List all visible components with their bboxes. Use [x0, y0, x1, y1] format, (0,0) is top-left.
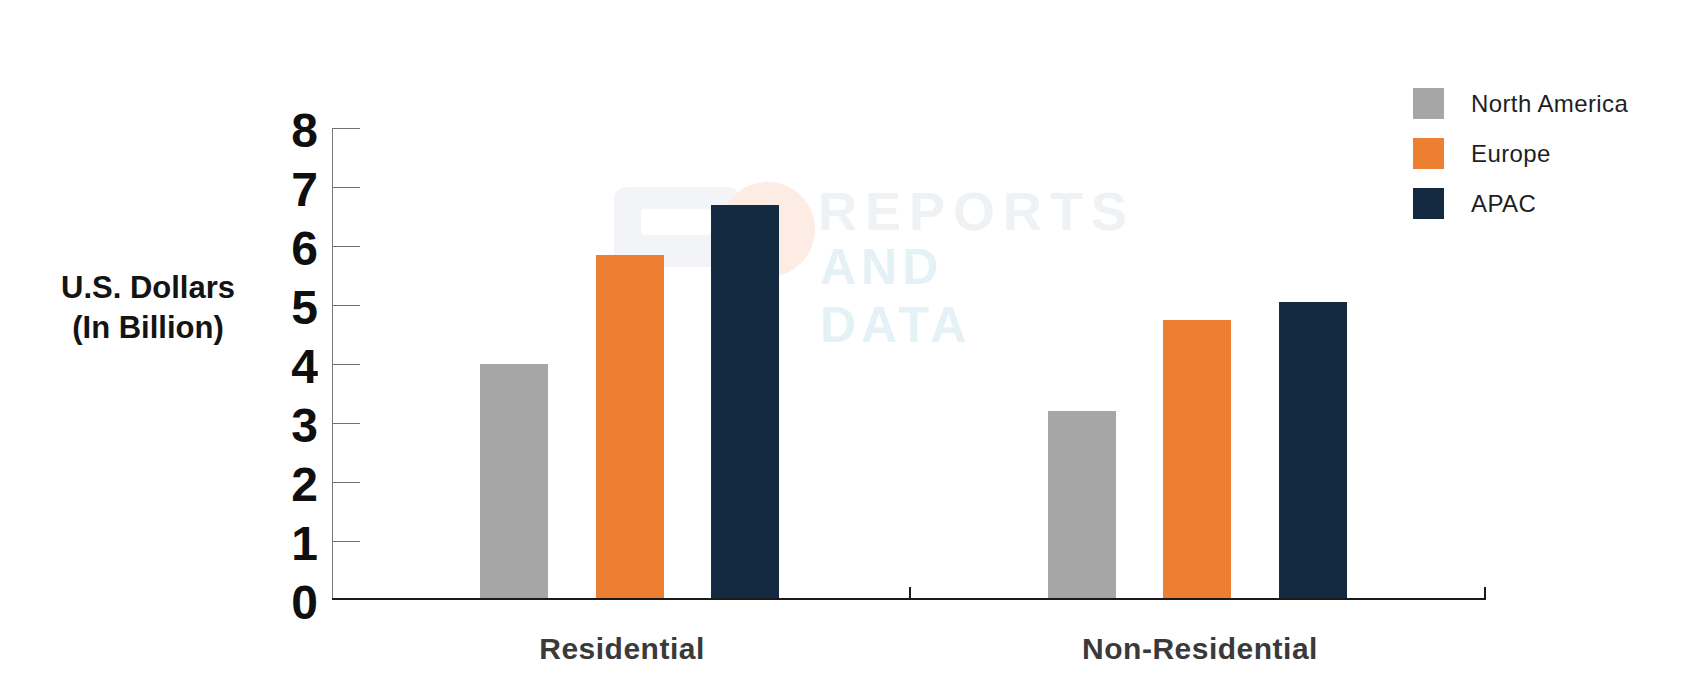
legend-label: Europe [1471, 140, 1551, 168]
legend-swatch-icon [1413, 138, 1444, 169]
bar-apac-non-residential [1279, 302, 1347, 600]
y-tick-label: 2 [228, 461, 318, 509]
category-label-non-residential: Non-Residential [1082, 632, 1318, 666]
watermark-text-line2: AND DATA [820, 238, 971, 354]
legend: North America Europe APAC [1413, 88, 1628, 219]
y-tick-mark [333, 187, 360, 188]
y-tick-label: 4 [228, 343, 318, 391]
legend-swatch-icon [1413, 88, 1444, 119]
x-tick-mark [909, 587, 911, 600]
legend-label: North America [1471, 90, 1628, 118]
y-tick-label: 6 [228, 225, 318, 273]
y-tick-label: 1 [228, 520, 318, 568]
y-tick-mark [333, 364, 360, 365]
reports-and-data-logo-icon [641, 209, 711, 235]
y-axis-title-line2: (In Billion) [38, 308, 258, 348]
y-tick-label: 5 [228, 284, 318, 332]
x-tick-mark [1484, 587, 1486, 600]
y-tick-label: 0 [228, 579, 318, 627]
y-tick-mark [333, 246, 360, 247]
category-label-residential: Residential [539, 632, 705, 666]
y-tick-mark [333, 482, 360, 483]
y-tick-mark [333, 423, 360, 424]
y-axis-title: U.S. Dollars (In Billion) [38, 268, 258, 348]
legend-item-apac: APAC [1413, 188, 1628, 219]
y-tick-mark [333, 128, 360, 129]
bar-north-america-non-residential [1048, 411, 1116, 600]
y-axis-title-line1: U.S. Dollars [38, 268, 258, 308]
bar-chart: REPORTS AND DATA U.S. Dollars (In Billio… [0, 0, 1700, 700]
bar-europe-non-residential [1163, 320, 1231, 600]
legend-item-north-america: North America [1413, 88, 1628, 119]
y-tick-label: 8 [228, 107, 318, 155]
watermark-text-line1: REPORTS [818, 180, 1135, 242]
y-tick-mark [333, 541, 360, 542]
bar-apac-residential [711, 205, 779, 600]
y-tick-label: 7 [228, 166, 318, 214]
legend-swatch-icon [1413, 188, 1444, 219]
bar-north-america-residential [480, 364, 548, 600]
y-tick-label: 3 [228, 402, 318, 450]
legend-label: APAC [1471, 190, 1536, 218]
bar-europe-residential [596, 255, 664, 600]
y-tick-mark [333, 305, 360, 306]
legend-item-europe: Europe [1413, 138, 1628, 169]
